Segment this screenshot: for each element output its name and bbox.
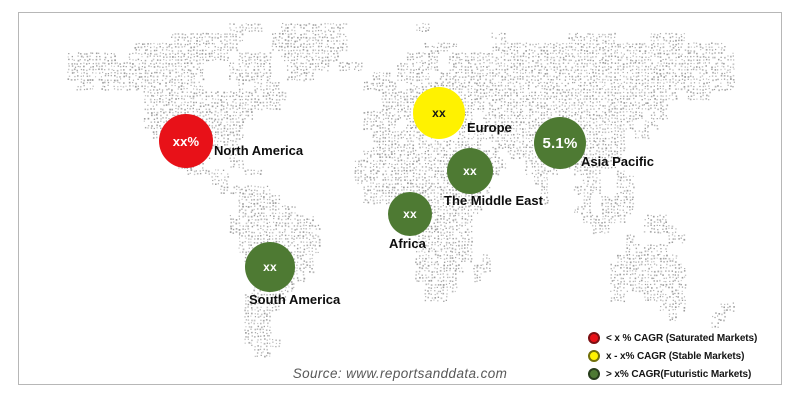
- region-value-label: 5.1%: [542, 134, 578, 152]
- legend: < x % CAGR (Saturated Markets) x - x% CA…: [588, 329, 757, 383]
- region-name-label: North America: [214, 143, 304, 158]
- legend-item-label: < x % CAGR (Saturated Markets): [606, 332, 758, 344]
- legend-color-dot: [588, 332, 600, 344]
- region-name-label: Asia Pacific: [581, 154, 654, 169]
- region-bubble: xx: [413, 87, 465, 139]
- region-bubble: xx%: [159, 114, 213, 168]
- legend-item: > x% CAGR(Futuristic Markets): [588, 365, 757, 383]
- region-name-label: South America: [249, 292, 341, 307]
- region-bubble: xx: [388, 192, 432, 236]
- legend-color-dot: [588, 368, 600, 380]
- region-value-label: xx: [263, 260, 277, 274]
- region-bubble: 5.1%: [534, 117, 586, 169]
- region-value-label: xx%: [172, 133, 200, 149]
- region-bubble: xx: [447, 148, 493, 194]
- legend-color-dot: [588, 350, 600, 362]
- region-name-label: Europe: [467, 120, 512, 135]
- region-value-label: xx: [403, 207, 417, 221]
- region-value-label: xx: [463, 164, 477, 178]
- region-bubble: xx: [245, 242, 295, 292]
- legend-item: < x % CAGR (Saturated Markets): [588, 329, 757, 347]
- legend-item-label: x - x% CAGR (Stable Markets): [606, 350, 745, 362]
- legend-item: x - x% CAGR (Stable Markets): [588, 347, 757, 365]
- legend-item-label: > x% CAGR(Futuristic Markets): [606, 368, 752, 380]
- region-value-label: xx: [432, 106, 446, 120]
- source-text: Source: www.reportsanddata.com: [292, 366, 508, 381]
- region-name-label: Africa: [389, 236, 426, 251]
- region-name-label: The Middle East: [444, 193, 543, 208]
